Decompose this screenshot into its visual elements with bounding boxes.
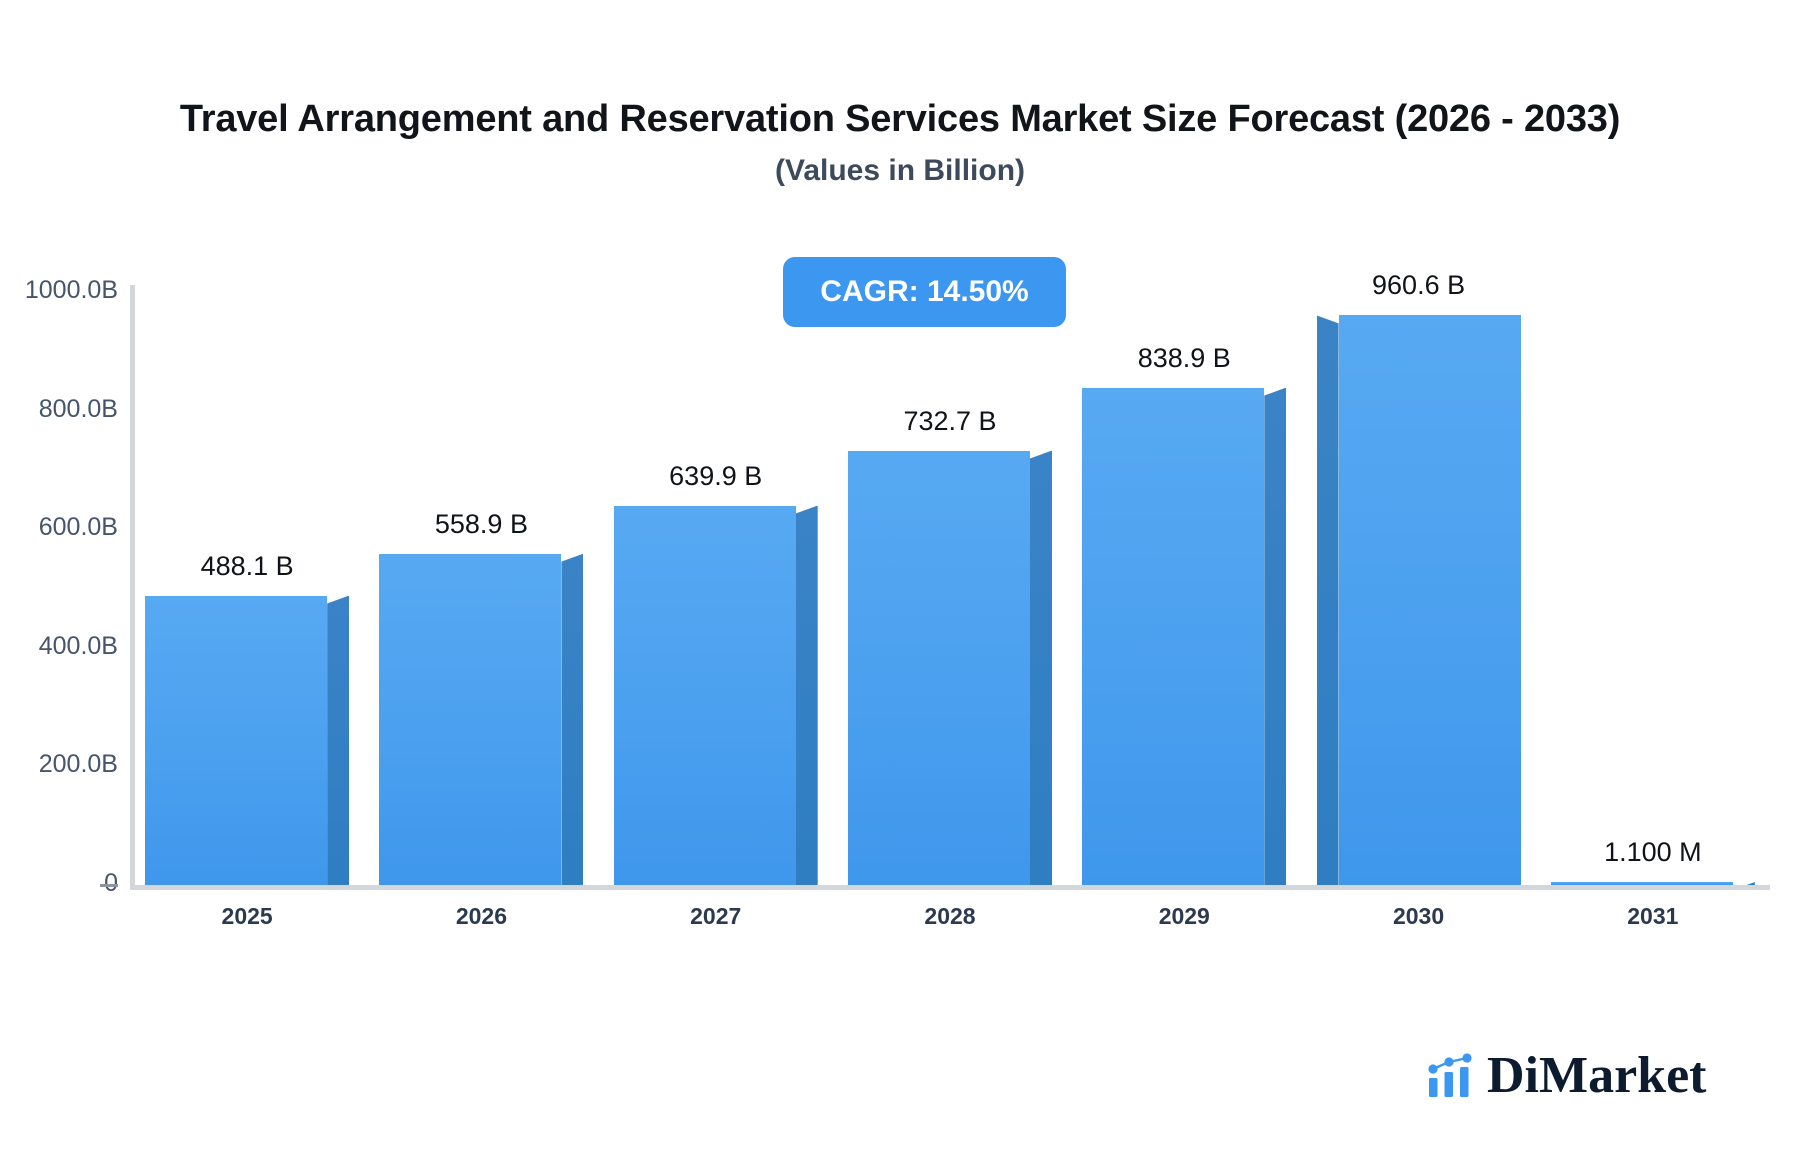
y-axis-tick-label: 1000.0B	[24, 276, 118, 304]
x-axis-tick-label: 2028	[924, 903, 976, 929]
bar-front-face	[613, 505, 796, 885]
x-axis-line	[130, 885, 1770, 890]
bar-side-face	[561, 553, 584, 885]
x-axis-tick-label: 2031	[1627, 903, 1679, 929]
bar-value-label: 960.6 B	[1372, 270, 1466, 301]
bar	[1550, 882, 1755, 885]
y-axis-zero-tick	[100, 884, 118, 887]
cagr-badge-label: CAGR: 14.50%	[820, 275, 1029, 308]
chart-title: Travel Arrangement and Reservation Servi…	[179, 98, 1621, 140]
bar-value-label: 1.100 M	[1604, 837, 1702, 867]
bar-chart-logo-icon	[1428, 1053, 1472, 1097]
bar-value-label: 488.1 B	[200, 550, 294, 581]
y-axis-tick-label: 400.0B	[38, 631, 118, 660]
bar	[145, 595, 350, 885]
bar-side-face	[1316, 315, 1339, 885]
bar-side-face	[1030, 450, 1052, 885]
bar-front-face	[1550, 882, 1733, 885]
bar-side-face	[795, 505, 818, 885]
bar-side-face	[1264, 387, 1287, 885]
bar-value-label: 838.9 B	[1137, 342, 1231, 373]
cagr-badge: CAGR: 14.50%	[783, 257, 1066, 327]
bar	[613, 505, 818, 885]
x-axis-tick-label: 2029	[1158, 903, 1210, 929]
x-axis-tick-label: 2027	[690, 903, 742, 929]
y-axis-tick-label: 200.0B	[38, 750, 118, 779]
bar	[379, 553, 584, 885]
bar	[1316, 315, 1521, 885]
x-axis-tick-label: 2030	[1392, 903, 1445, 929]
bar	[848, 450, 1052, 885]
bar-value-label: 558.9 B	[434, 508, 528, 539]
y-axis-tick-label: 800.0B	[38, 394, 118, 423]
bar-front-face	[1082, 387, 1265, 885]
plot-area	[130, 285, 1770, 890]
y-axis-line	[130, 285, 135, 890]
dimarket-wordmark: DiMarket	[1487, 1047, 1707, 1104]
x-axis-tick-label: 2026	[455, 903, 507, 929]
chart-header: Travel Arrangement and Reservation Servi…	[0, 98, 1800, 188]
bar-value-label: 639.9 B	[669, 460, 763, 491]
bar-front-face	[379, 553, 562, 885]
y-axis-tick-label: 600.0B	[38, 513, 118, 542]
bar	[1082, 387, 1287, 885]
bar-value-label: 732.7 B	[903, 405, 997, 436]
chart-subtitle: (Values in Billion)	[774, 153, 1026, 187]
bar-front-face	[848, 450, 1030, 885]
dimarket-logo: DiMarket	[1427, 1050, 1706, 1102]
bar-front-face	[145, 595, 328, 885]
x-axis-tick-label: 2025	[221, 903, 273, 929]
bar-side-face	[327, 595, 350, 885]
bar-front-face	[1338, 315, 1521, 885]
